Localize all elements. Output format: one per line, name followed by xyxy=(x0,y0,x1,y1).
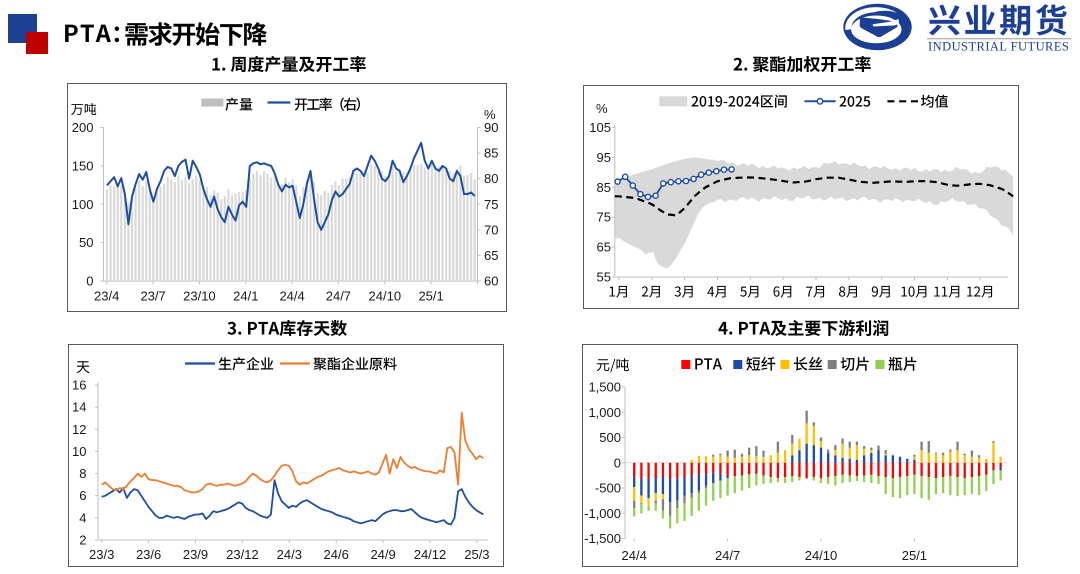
svg-text:1,500: 1,500 xyxy=(588,380,621,395)
svg-text:60: 60 xyxy=(484,274,498,289)
svg-text:80: 80 xyxy=(484,171,498,186)
svg-text:23/6: 23/6 xyxy=(136,547,161,562)
svg-text:24/12: 24/12 xyxy=(414,547,447,562)
svg-text:23/4: 23/4 xyxy=(94,289,119,304)
svg-text:90: 90 xyxy=(484,120,498,135)
svg-text:24/6: 24/6 xyxy=(324,547,349,562)
svg-text:25/1: 25/1 xyxy=(902,548,927,563)
svg-text:23/7: 23/7 xyxy=(140,289,165,304)
svg-text:105: 105 xyxy=(589,120,611,135)
svg-text:24/1: 24/1 xyxy=(233,289,258,304)
svg-text:23/10: 23/10 xyxy=(183,289,216,304)
svg-text:10: 10 xyxy=(72,444,86,459)
svg-text:24/4: 24/4 xyxy=(622,548,647,563)
svg-text:24/7: 24/7 xyxy=(715,548,740,563)
svg-text:85: 85 xyxy=(484,146,498,161)
svg-text:24/10: 24/10 xyxy=(369,289,402,304)
svg-text:100: 100 xyxy=(72,197,94,212)
svg-text:1,000: 1,000 xyxy=(588,405,621,420)
svg-text:14: 14 xyxy=(72,400,86,415)
svg-text:25/3: 25/3 xyxy=(464,547,489,562)
svg-text:65: 65 xyxy=(597,240,611,255)
svg-text:2: 2 xyxy=(79,533,86,548)
svg-text:75: 75 xyxy=(484,197,498,212)
svg-text:23/9: 23/9 xyxy=(183,547,208,562)
svg-text:55: 55 xyxy=(597,270,611,285)
svg-text:24/9: 24/9 xyxy=(370,547,395,562)
svg-text:6: 6 xyxy=(79,488,86,503)
svg-text:%: % xyxy=(596,101,608,116)
svg-text:24/10: 24/10 xyxy=(805,548,838,563)
svg-text:500: 500 xyxy=(599,430,621,445)
svg-text:-1,500: -1,500 xyxy=(584,531,621,546)
svg-text:16: 16 xyxy=(72,378,86,393)
svg-text:75: 75 xyxy=(597,210,611,225)
svg-text:0: 0 xyxy=(86,274,93,289)
svg-text:4: 4 xyxy=(79,510,86,525)
svg-text:150: 150 xyxy=(72,158,94,173)
svg-text:-500: -500 xyxy=(595,481,621,496)
svg-text:-1,000: -1,000 xyxy=(584,506,621,521)
svg-text:INDUSTRIAL FUTURES: INDUSTRIAL FUTURES xyxy=(928,40,1069,54)
svg-text:12: 12 xyxy=(72,422,86,437)
svg-text:95: 95 xyxy=(597,150,611,165)
svg-text:23/12: 23/12 xyxy=(226,547,259,562)
svg-text:8: 8 xyxy=(79,466,86,481)
svg-text:25/1: 25/1 xyxy=(418,289,443,304)
svg-text:23/3: 23/3 xyxy=(89,547,114,562)
svg-text:%: % xyxy=(484,107,496,122)
svg-text:50: 50 xyxy=(79,235,93,250)
svg-text:70: 70 xyxy=(484,222,498,237)
svg-text:0: 0 xyxy=(614,455,621,470)
svg-text:24/4: 24/4 xyxy=(279,289,304,304)
svg-text:24/3: 24/3 xyxy=(277,547,302,562)
svg-text:85: 85 xyxy=(597,180,611,195)
svg-text:200: 200 xyxy=(72,120,94,135)
svg-text:24/7: 24/7 xyxy=(326,289,351,304)
svg-text:65: 65 xyxy=(484,248,498,263)
